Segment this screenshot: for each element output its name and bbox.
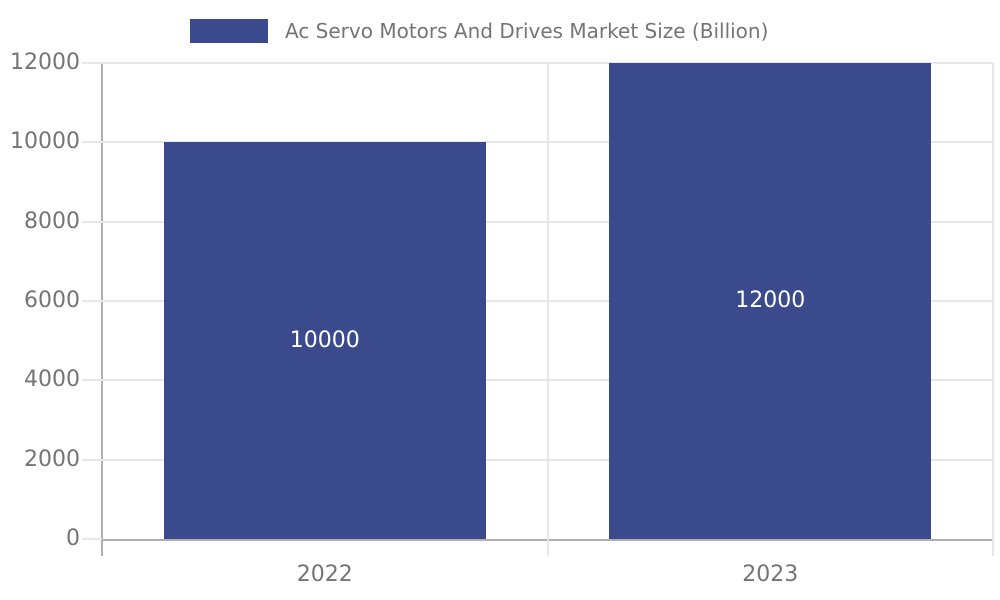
bar-value-label-2023: 12000	[735, 288, 806, 313]
bar-2022[interactable]: 10000	[163, 142, 486, 539]
y-tick-label-2000: 2000	[24, 446, 80, 472]
y-tick-label-4000: 4000	[24, 367, 80, 393]
legend-label: Ac Servo Motors And Drives Market Size (…	[285, 19, 769, 43]
bar-value-label-2022: 10000	[289, 327, 360, 353]
x-tick-label-2022: 2022	[296, 562, 353, 587]
y-tick-mark-6000	[82, 300, 102, 302]
category-splitline-2	[992, 63, 994, 539]
x-tick-label-2023: 2023	[742, 562, 799, 587]
y-tick-label-0: 0	[66, 526, 80, 551]
category-splitline-1	[546, 63, 549, 539]
legend-swatch	[190, 19, 268, 43]
y-tick-mark-0	[82, 538, 102, 540]
y-tick-label-12000: 12000	[10, 50, 80, 75]
y-axis-line	[101, 63, 103, 556]
y-tick-label-6000: 6000	[24, 288, 80, 313]
y-tick-label-8000: 8000	[24, 208, 80, 234]
x-tick-mark-2	[992, 539, 994, 556]
y-tick-label-10000: 10000	[10, 129, 80, 155]
y-tick-mark-12000	[82, 62, 102, 64]
x-tick-mark-1	[546, 539, 549, 556]
y-tick-mark-2000	[82, 458, 102, 461]
plot-area: 10000 12000	[102, 62, 994, 539]
bar-2023[interactable]: 12000	[609, 63, 932, 539]
y-tick-mark-10000	[82, 141, 102, 144]
y-tick-mark-8000	[82, 220, 102, 223]
y-tick-mark-4000	[82, 379, 102, 382]
chart-legend-item[interactable]: Ac Servo Motors And Drives Market Size (…	[190, 19, 768, 43]
